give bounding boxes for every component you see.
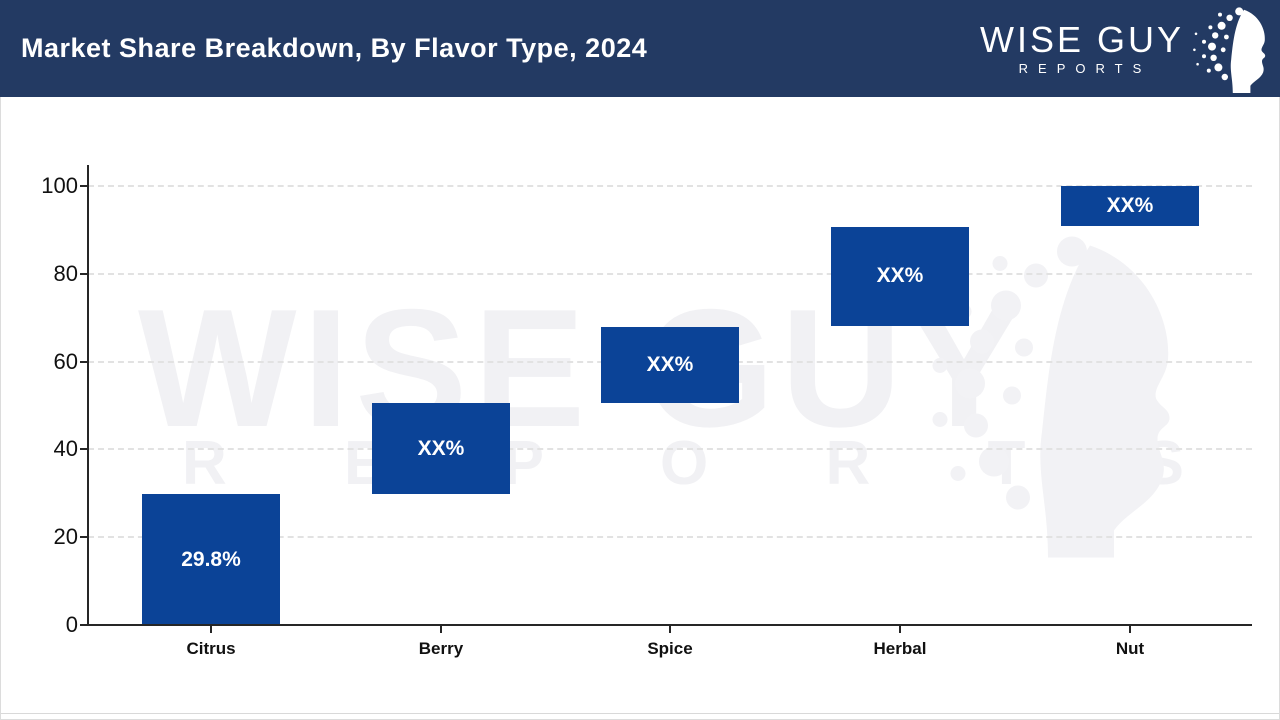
wiseguy-face-icon	[1193, 7, 1266, 93]
x-category-label-herbal: Herbal	[873, 639, 927, 658]
bar-value-label: 29.8%	[181, 547, 241, 571]
bar-value-label: XX%	[1106, 193, 1154, 217]
y-tick-mark-20	[80, 536, 88, 539]
y-tick-label-40: 40	[53, 436, 78, 462]
bar-value-label: XX%	[646, 352, 694, 376]
gridline-40	[88, 448, 1252, 451]
y-tick-mark-80	[80, 272, 88, 275]
x-tick-mark-spice	[669, 626, 671, 633]
page-title: Market Share Breakdown, By Flavor Type, …	[21, 33, 648, 63]
gridline-80	[88, 272, 1252, 275]
bar-spice: XX%	[601, 326, 739, 403]
y-tick-mark-60	[80, 360, 88, 363]
y-tick-label-80: 80	[53, 260, 78, 286]
y-tick-label-0: 0	[65, 612, 78, 637]
bottom-frame-line	[1, 713, 1279, 714]
y-tick-label-60: 60	[53, 348, 78, 374]
x-category-label-nut: Nut	[1115, 639, 1145, 658]
y-tick-mark-100	[80, 185, 88, 187]
y-tick-mark-40	[80, 448, 88, 451]
x-axis	[87, 624, 1252, 626]
bar-berry: XX%	[372, 402, 510, 495]
logo-reports-text: REPORTS	[1018, 61, 1152, 76]
x-category-label-citrus: Citrus	[186, 639, 236, 658]
gridline-100	[88, 185, 1252, 187]
x-tick-mark-nut	[1129, 626, 1131, 633]
bar-herbal: XX%	[831, 226, 969, 326]
gridline-20	[88, 536, 1252, 539]
x-category-label-berry: Berry	[418, 639, 464, 658]
x-category-label-spice: Spice	[647, 639, 693, 658]
logo-text: WISE GUY REPORTS	[979, 19, 1184, 77]
wiseguy-logo: WISE GUY REPORTS	[980, 4, 1270, 94]
bar-value-label: XX%	[417, 436, 465, 460]
y-tick-mark-0	[80, 624, 88, 626]
y-tick-label-100: 100	[41, 173, 78, 198]
bar-nut: XX%	[1061, 186, 1199, 226]
x-tick-mark-citrus	[210, 626, 212, 633]
bar-citrus: 29.8%	[142, 494, 280, 625]
bar-value-label: XX%	[876, 264, 924, 288]
x-tick-mark-herbal	[899, 626, 901, 633]
x-tick-mark-berry	[440, 626, 442, 633]
header: Market Share Breakdown, By Flavor Type, …	[0, 0, 1280, 97]
y-tick-label-20: 20	[53, 524, 78, 550]
y-axis	[87, 165, 89, 626]
logo-wiseguy-text: WISE GUY	[979, 19, 1184, 60]
